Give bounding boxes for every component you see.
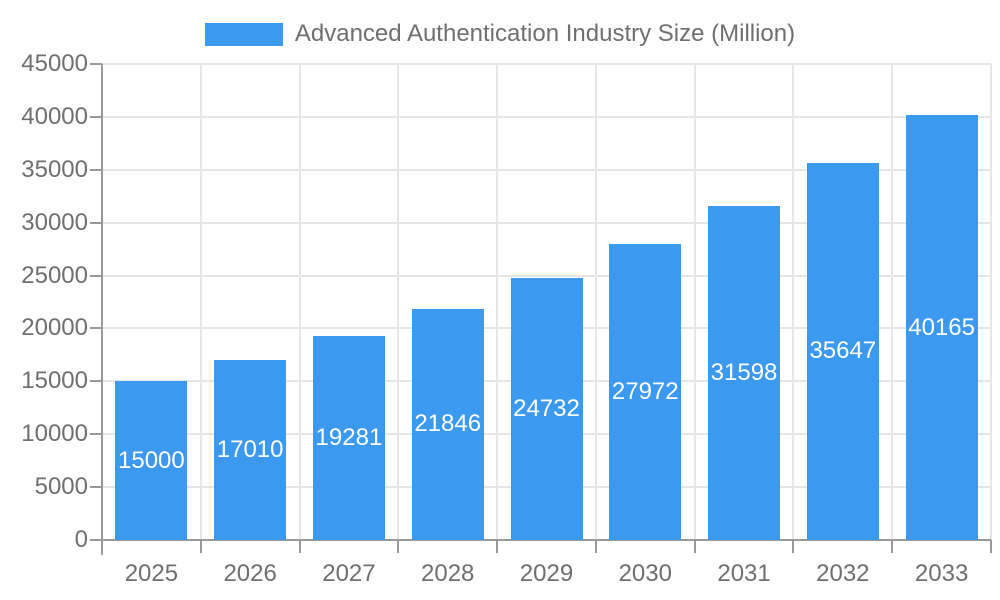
x-gridline (693, 64, 696, 540)
x-gridline (990, 64, 992, 540)
x-axis-line (102, 539, 991, 541)
x-tick-mark (199, 540, 202, 553)
y-axis-label: 40000 (21, 102, 88, 130)
y-gridline (102, 221, 991, 224)
x-tick-mark (693, 540, 696, 553)
y-axis-label: 15000 (21, 367, 88, 395)
y-axis-label: 25000 (21, 261, 88, 289)
y-axis-label: 45000 (21, 50, 88, 77)
x-tick-mark (298, 540, 301, 553)
bar-2031 (708, 205, 781, 540)
bar-2033 (905, 115, 978, 540)
x-gridline (397, 64, 400, 540)
x-gridline (496, 64, 499, 540)
x-axis-label: 2027 (322, 560, 376, 587)
y-tick-mark (90, 63, 102, 65)
bar-2028 (411, 308, 484, 540)
legend-label: Advanced Authentication Industry Size (M… (294, 20, 796, 47)
x-tick-mark (990, 540, 992, 553)
y-tick-mark (90, 274, 102, 277)
x-gridline (199, 64, 202, 540)
x-axis-label: 2025 (124, 560, 179, 587)
y-tick-mark (90, 221, 102, 224)
y-tick-mark (90, 539, 102, 541)
x-axis-label: 2028 (421, 560, 475, 587)
x-axis-label: 2033 (914, 560, 969, 587)
y-tick-mark (90, 115, 102, 118)
y-axis-label: 35000 (21, 155, 88, 183)
bar-2032 (806, 162, 879, 540)
x-axis-label: 2029 (519, 560, 574, 587)
bar-value-label: 15000 (118, 446, 185, 474)
bar-value-label: 24732 (513, 395, 580, 423)
bar-2027 (312, 336, 385, 540)
y-tick-mark (90, 433, 102, 436)
bar-value-label: 40165 (908, 313, 975, 341)
x-axis-label: 2026 (223, 560, 277, 587)
bar-2026 (214, 360, 287, 540)
bar-value-label: 31598 (710, 358, 778, 386)
bar-value-label: 21846 (414, 410, 482, 438)
x-tick-mark (397, 540, 400, 553)
y-tick-mark (90, 486, 102, 489)
y-tick-mark (90, 380, 102, 383)
x-tick-mark (891, 540, 894, 553)
y-axis-label: 20000 (21, 314, 88, 342)
x-tick-mark (496, 540, 499, 553)
x-axis-label: 2032 (816, 560, 870, 587)
x-tick-mark (792, 540, 795, 553)
bar-2025 (115, 381, 188, 540)
bar-value-label: 19281 (315, 424, 383, 452)
y-axis-label: 10000 (21, 420, 88, 448)
x-gridline (594, 64, 597, 540)
bar-value-label: 27972 (611, 378, 679, 406)
y-gridline (102, 168, 991, 171)
bar-value-label: 17010 (216, 436, 284, 464)
y-tick-mark (90, 327, 102, 330)
bar-2029 (510, 278, 583, 540)
x-gridline (298, 64, 301, 540)
chart-legend: Advanced Authentication Industry Size (M… (0, 20, 1000, 48)
y-gridline (102, 274, 991, 277)
y-tick-mark (90, 168, 102, 171)
bar-value-label: 35647 (809, 337, 877, 365)
y-gridline (102, 115, 991, 118)
y-gridline (102, 63, 991, 65)
legend-swatch (204, 22, 283, 46)
y-axis-label: 30000 (21, 208, 88, 236)
y-axis-label: 5000 (34, 473, 88, 501)
x-gridline (792, 64, 795, 540)
bar-2030 (609, 244, 682, 540)
y-axis-label: 0 (74, 526, 88, 553)
x-gridline (891, 64, 894, 540)
x-axis-label: 2031 (717, 560, 771, 587)
x-axis-label: 2030 (618, 560, 672, 587)
x-tick-mark (594, 540, 597, 553)
y-axis-line (101, 64, 103, 555)
